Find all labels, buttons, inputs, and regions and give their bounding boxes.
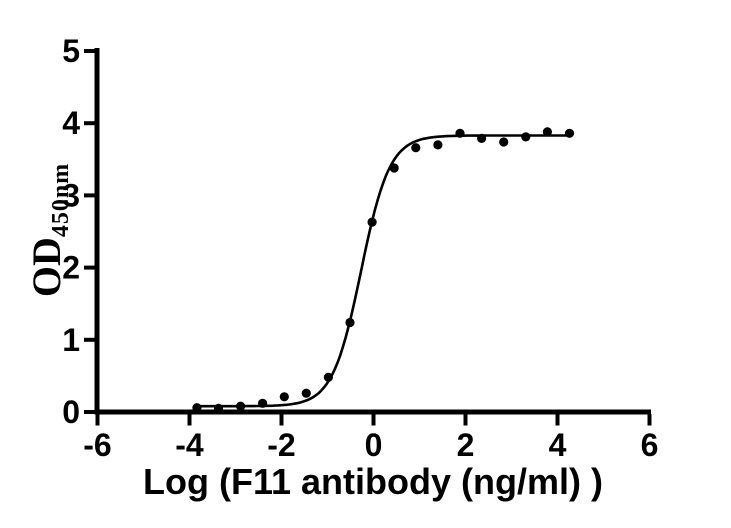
data-point <box>433 140 443 150</box>
x-axis-title: Log (F11 antibody (ng/ml) ) <box>143 461 603 502</box>
data-point <box>411 143 421 153</box>
y-tick-label: 4 <box>62 105 80 141</box>
data-point <box>499 137 509 147</box>
data-point <box>301 388 311 398</box>
x-tick-label: 0 <box>365 427 383 463</box>
x-tick-label: -2 <box>267 427 295 463</box>
y-axis-title: OD450nm <box>24 163 74 297</box>
data-point <box>477 133 487 143</box>
x-tick-label: 6 <box>641 427 659 463</box>
data-point <box>258 398 268 408</box>
data-point <box>542 127 553 137</box>
y-tick-label: 0 <box>62 394 80 430</box>
data-point <box>367 217 377 227</box>
data-point <box>564 128 575 138</box>
data-point <box>236 401 246 411</box>
x-tick-label: -6 <box>83 427 111 463</box>
x-tick-label: -4 <box>175 427 204 463</box>
y-tick-label: 5 <box>62 33 80 69</box>
x-tick-label: 2 <box>457 427 475 463</box>
data-point <box>192 403 202 413</box>
y-axis-title-sub: 450nm <box>48 163 74 237</box>
data-points <box>192 127 575 413</box>
fit-curve <box>195 134 572 408</box>
y-tick-label: 2 <box>62 250 80 286</box>
x-tick-label: 4 <box>549 427 567 463</box>
data-point <box>213 403 224 413</box>
axes: -6 -4 -2 0 2 4 6 0 1 2 3 4 5 <box>62 33 658 463</box>
data-point <box>279 392 289 402</box>
y-tick-label: 3 <box>62 177 80 213</box>
data-point <box>389 163 399 173</box>
data-point <box>345 317 355 328</box>
data-point <box>521 132 531 142</box>
data-point <box>455 128 465 138</box>
y-tick-label: 1 <box>62 322 80 358</box>
y-axis-title-main: OD <box>24 237 69 297</box>
data-point <box>323 372 333 382</box>
